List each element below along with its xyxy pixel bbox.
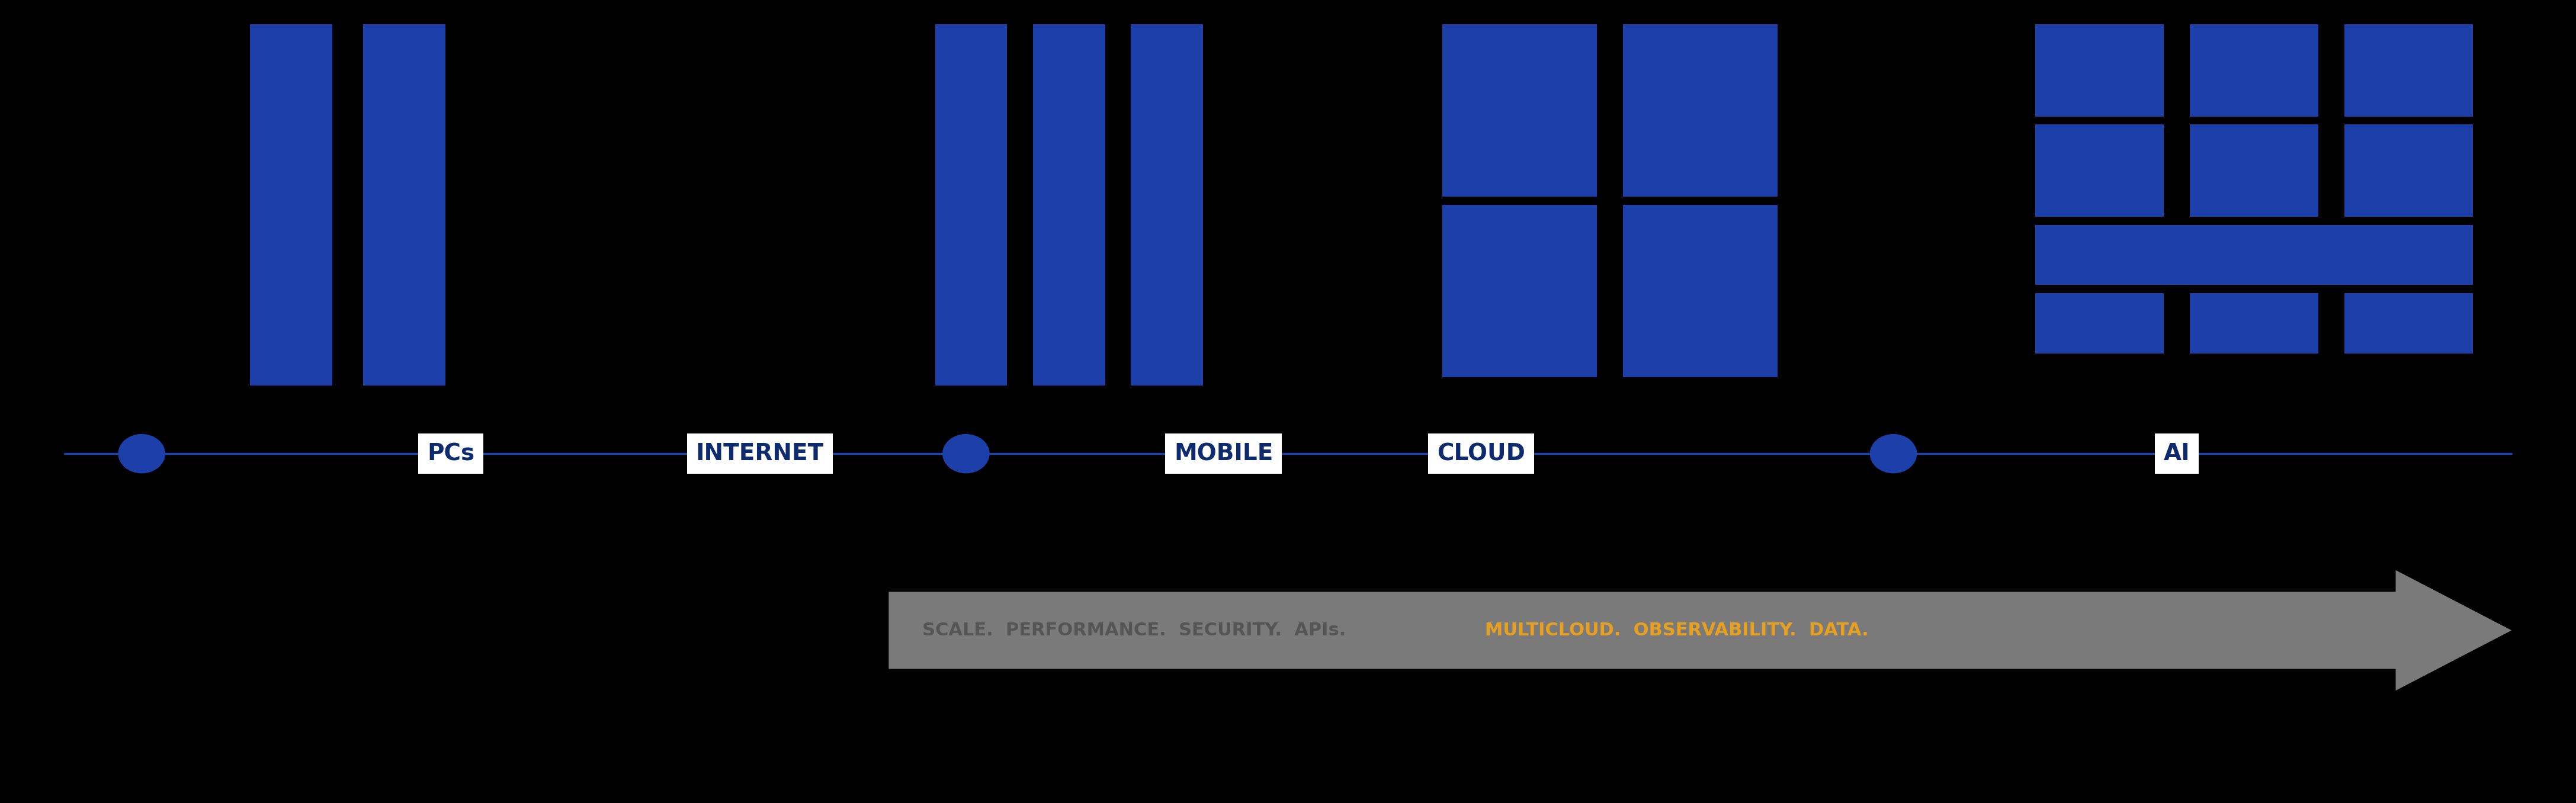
- Bar: [1443, 24, 1597, 197]
- Polygon shape: [889, 570, 2512, 691]
- Ellipse shape: [118, 434, 165, 473]
- Bar: [2035, 24, 2164, 116]
- Bar: [2344, 124, 2473, 217]
- Bar: [2035, 225, 2473, 285]
- Bar: [2035, 293, 2164, 353]
- Text: MOBILE: MOBILE: [1175, 442, 1273, 465]
- Bar: [2190, 124, 2318, 217]
- Bar: [1623, 205, 1777, 377]
- Bar: [2344, 293, 2473, 353]
- Bar: [250, 24, 332, 385]
- Text: PCs: PCs: [428, 442, 474, 465]
- Text: CLOUD: CLOUD: [1437, 442, 1525, 465]
- Text: MULTICLOUD.  OBSERVABILITY.  DATA.: MULTICLOUD. OBSERVABILITY. DATA.: [1486, 622, 1868, 639]
- Ellipse shape: [1870, 434, 1917, 473]
- Ellipse shape: [943, 434, 989, 473]
- Bar: [363, 24, 446, 385]
- Bar: [1443, 205, 1597, 377]
- Bar: [2190, 24, 2318, 116]
- Bar: [2035, 124, 2164, 217]
- Bar: [1623, 24, 1777, 197]
- Text: INTERNET: INTERNET: [696, 442, 824, 465]
- Bar: [935, 24, 1007, 385]
- Bar: [1033, 24, 1105, 385]
- Bar: [2190, 293, 2318, 353]
- Bar: [1131, 24, 1203, 385]
- Bar: [2344, 24, 2473, 116]
- Text: SCALE.  PERFORMANCE.  SECURITY.  APIs.: SCALE. PERFORMANCE. SECURITY. APIs.: [922, 622, 1358, 639]
- Text: AI: AI: [2164, 442, 2190, 465]
